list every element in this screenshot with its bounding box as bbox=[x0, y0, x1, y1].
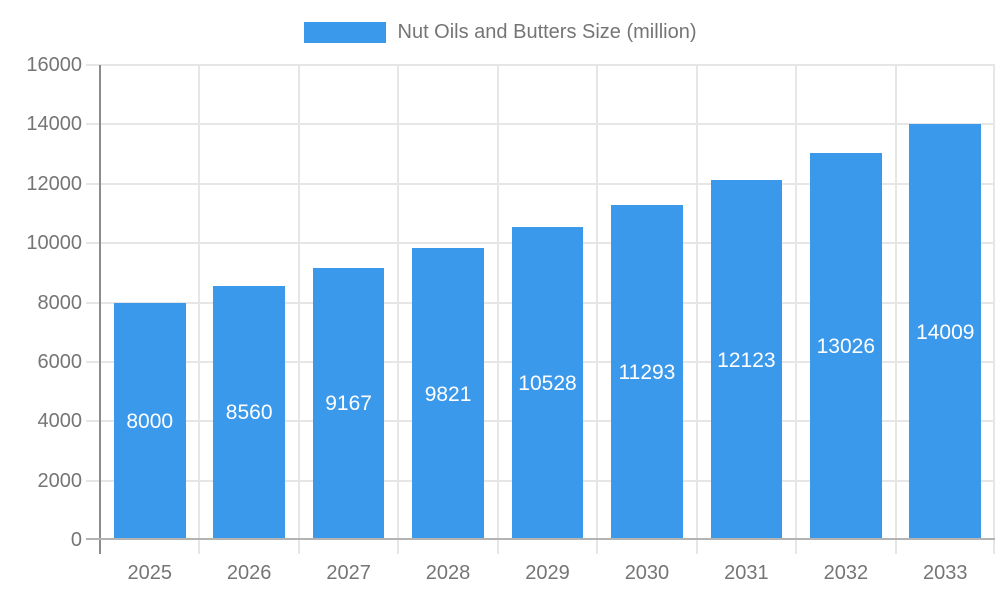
bar-value-label: 8560 bbox=[225, 401, 273, 425]
bar-value-label: 12123 bbox=[717, 348, 776, 372]
y-gridline bbox=[86, 64, 995, 66]
y-gridline bbox=[86, 123, 995, 126]
x-gridline bbox=[993, 65, 995, 554]
bar-2033[interactable]: 14009 bbox=[909, 124, 982, 540]
y-tick-label: 14000 bbox=[26, 113, 82, 136]
y-tick-label: 12000 bbox=[26, 172, 82, 195]
bar-2026[interactable]: 8560 bbox=[213, 285, 285, 540]
y-tick-label: 4000 bbox=[37, 410, 83, 433]
y-tick-label: 2000 bbox=[37, 469, 83, 492]
x-axis-labels: 2025 2026 2027 2028 2029 2030 2031 2032 2033 bbox=[100, 560, 995, 590]
bar-2032[interactable]: 13026 bbox=[810, 153, 882, 540]
x-gridline bbox=[198, 65, 201, 554]
x-tick-label: 2028 bbox=[425, 562, 471, 584]
x-gridline bbox=[795, 65, 798, 554]
x-tick-label: 2030 bbox=[624, 562, 670, 584]
y-tick-label: 8000 bbox=[37, 291, 83, 314]
bar-2031[interactable]: 12123 bbox=[710, 180, 783, 540]
x-gridline bbox=[695, 65, 698, 554]
x-tick-label: 2032 bbox=[823, 562, 869, 584]
bar-value-label: 10528 bbox=[518, 372, 577, 396]
x-tick-label: 2029 bbox=[525, 562, 570, 584]
x-tick-label: 2033 bbox=[923, 562, 968, 584]
bar-2029[interactable]: 10528 bbox=[511, 227, 584, 540]
legend-item[interactable]: Nut Oils and Butters Size (million) bbox=[0, 22, 1000, 43]
bar-value-label: 9167 bbox=[325, 392, 372, 416]
x-tick-label: 2027 bbox=[326, 562, 371, 584]
x-gridline bbox=[496, 65, 499, 554]
bar-2028[interactable]: 9821 bbox=[412, 248, 484, 540]
legend-swatch bbox=[303, 22, 386, 43]
y-axis-line bbox=[99, 65, 101, 554]
bar-2025[interactable]: 8000 bbox=[113, 302, 186, 540]
x-tick-label: 2026 bbox=[226, 562, 272, 584]
x-gridline bbox=[596, 65, 599, 554]
x-gridline bbox=[894, 65, 897, 554]
legend-label: Nut Oils and Butters Size (million) bbox=[397, 21, 697, 43]
y-tick-label: 10000 bbox=[26, 232, 82, 255]
x-tick-label: 2025 bbox=[127, 562, 172, 584]
plot-area: 8000 8560 9167 9821 10528 11293 12123 13026 1400… bbox=[86, 64, 995, 554]
y-axis-labels: 0 2000 4000 6000 8000 10000 12000 14000 16000 bbox=[0, 0, 100, 600]
bar-value-label: 8000 bbox=[126, 409, 174, 433]
x-axis-line bbox=[86, 538, 995, 540]
y-tick-label: 16000 bbox=[26, 54, 82, 76]
bar-value-label: 9821 bbox=[424, 382, 472, 406]
bar-value-label: 11293 bbox=[618, 360, 676, 384]
bar-value-label: 13026 bbox=[816, 335, 876, 359]
y-tick-label: 6000 bbox=[37, 350, 83, 373]
y-tick-label: 0 bbox=[70, 529, 82, 551]
y-gridline bbox=[86, 182, 995, 185]
bar-2027[interactable]: 9167 bbox=[312, 267, 385, 540]
bar-value-label: 14009 bbox=[916, 320, 975, 344]
x-tick-label: 2031 bbox=[724, 562, 769, 584]
x-gridline bbox=[297, 65, 300, 554]
x-gridline bbox=[397, 65, 400, 554]
bar-2030[interactable]: 11293 bbox=[611, 204, 683, 540]
